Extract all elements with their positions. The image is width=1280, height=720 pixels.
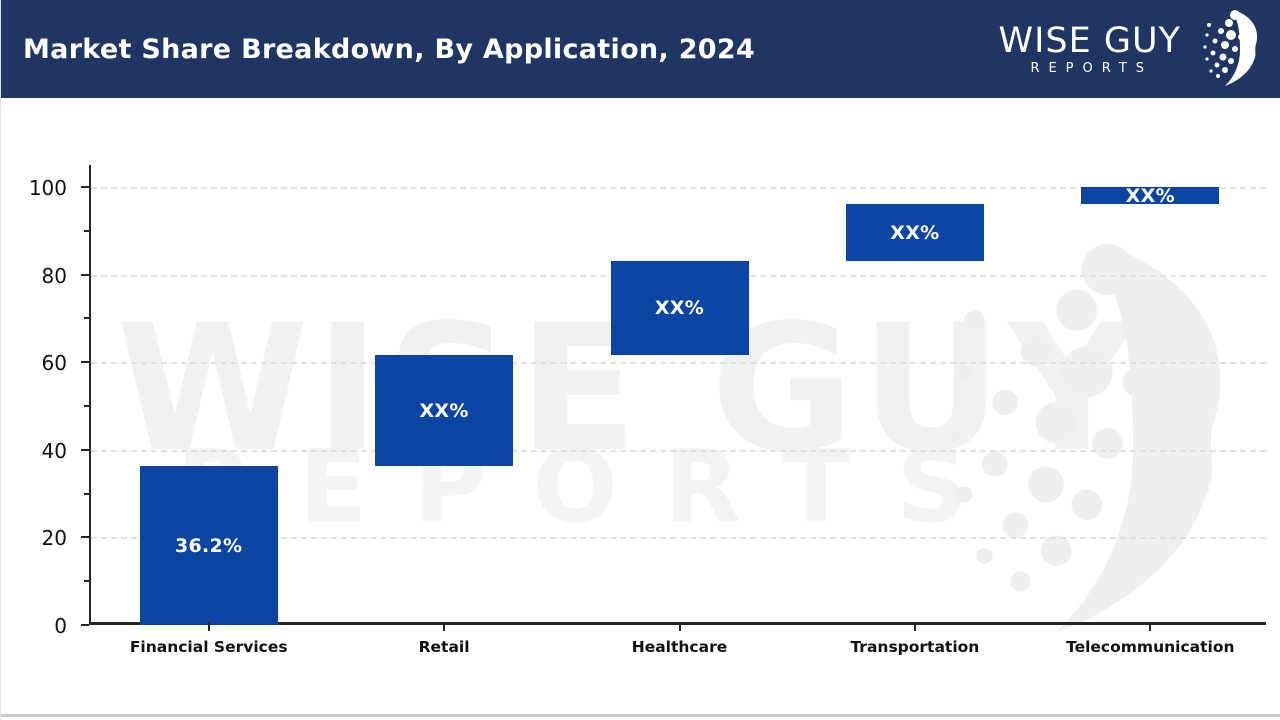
watermark-subtitle-text: REPORTS (176, 428, 1015, 545)
y-axis-minor-tick (84, 229, 89, 232)
x-axis-tick (678, 622, 681, 631)
bar-value-label: XX% (419, 399, 469, 422)
y-axis-minor-tick (84, 404, 89, 407)
waterfall-bar-healthcare: XX% (610, 261, 749, 355)
x-axis-category-label: Transportation (850, 638, 980, 656)
gridline (91, 537, 1266, 540)
waterfall-bar-financial-services: 36.2% (139, 466, 278, 625)
y-axis-tick-label: 100 (28, 175, 67, 200)
chart-region: WISE GUY REPORTS 0 20 40 60 80 100 36.2% Finan… (1, 98, 1280, 720)
waterfall-bar-retail: XX% (375, 354, 514, 467)
brand-logo-text: WISE GUY REPORTS (998, 23, 1181, 76)
x-axis-category-label: Telecommunication (1066, 638, 1235, 656)
waterfall-bar-telecommunication: XX% (1081, 184, 1220, 207)
y-axis-minor-tick (84, 317, 89, 320)
y-axis-minor-tick (84, 580, 89, 583)
x-axis-tick (207, 622, 210, 631)
watermark-dotted-head-icon (851, 208, 1241, 652)
gridline (91, 186, 1266, 189)
y-axis-tick (81, 448, 89, 451)
x-axis-tick (1149, 622, 1152, 631)
y-axis-tick-label: 80 (41, 263, 67, 288)
x-axis-tick (913, 622, 916, 631)
brand-name: WISE GUY (998, 20, 1181, 61)
y-axis-tick (81, 185, 89, 188)
gridline (91, 362, 1266, 365)
y-axis-tick-label: 40 (41, 438, 67, 463)
y-axis-minor-tick (84, 492, 89, 495)
x-axis-category-label: Financial Services (129, 638, 288, 656)
bar-value-label: XX% (1125, 184, 1175, 207)
chart-title: Market Share Breakdown, By Application, … (23, 33, 756, 65)
gridline (91, 449, 1266, 452)
y-axis-tick (81, 624, 89, 626)
brand-subtitle: REPORTS (1030, 60, 1154, 76)
bar-value-label: 36.2% (174, 534, 243, 557)
y-axis-tick (81, 536, 89, 539)
x-axis-category-label: Healthcare (631, 638, 728, 656)
x-axis-tick (443, 622, 446, 631)
y-axis-tick-label: 0 (54, 614, 67, 638)
bar-value-label: XX% (654, 297, 705, 320)
y-axis-tick (81, 361, 89, 364)
x-axis-category-label: Retail (418, 638, 470, 656)
bottom-divider (1, 714, 1280, 717)
waterfall-bar-transportation: XX% (845, 204, 984, 262)
bar-value-label: XX% (890, 221, 940, 244)
dotted-head-icon (1185, 7, 1261, 91)
plot-area: 36.2% Financial Services XX% Retail XX% Healt… (81, 165, 1266, 656)
y-axis-tick (81, 273, 89, 276)
y-axis-tick-label: 20 (41, 526, 67, 551)
header-bar: Market Share Breakdown, By Application, … (1, 0, 1280, 98)
brand-logo: WISE GUY REPORTS (998, 7, 1261, 91)
y-axis-tick-labels: 0 20 40 60 80 100 (1, 165, 81, 638)
y-axis-tick-label: 60 (41, 351, 67, 376)
